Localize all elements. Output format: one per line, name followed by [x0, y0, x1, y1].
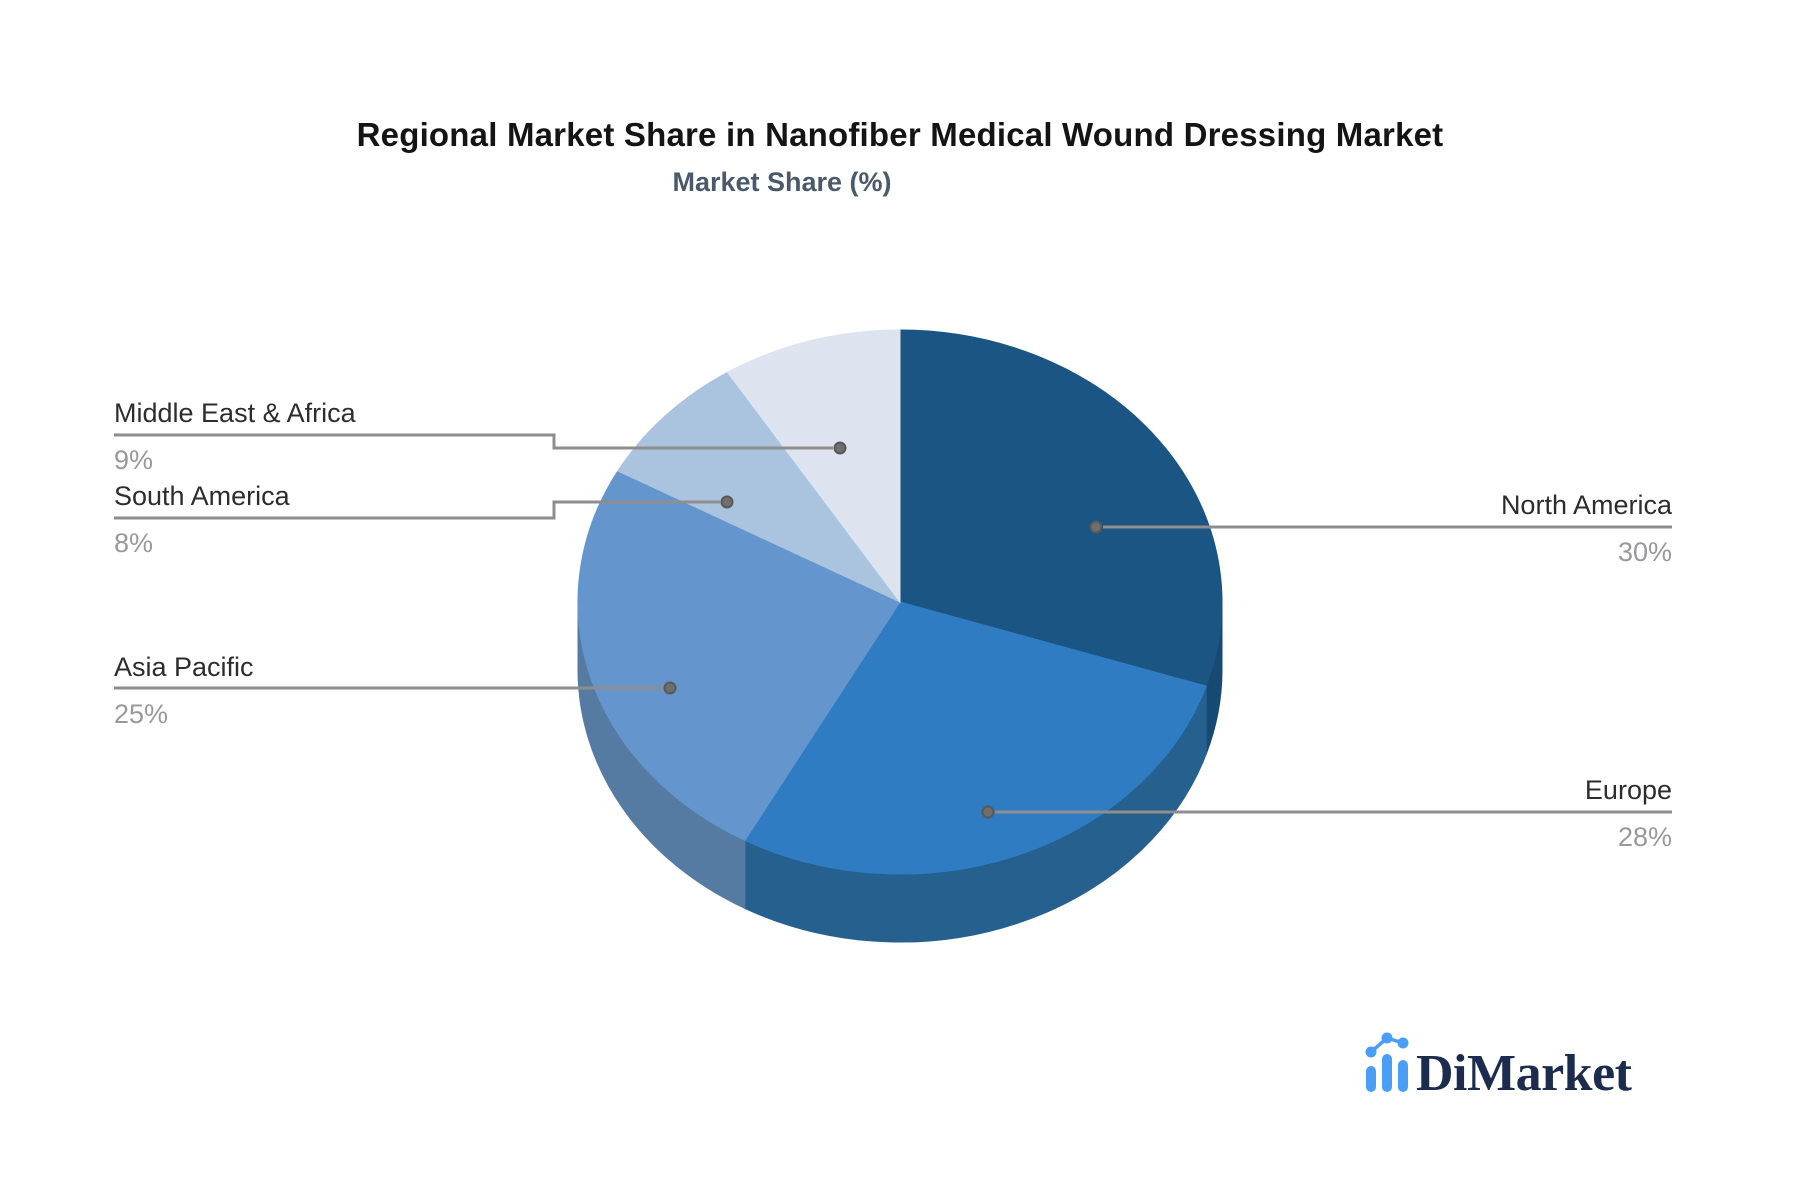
value-europe: 28%: [1617, 822, 1672, 852]
bar-chart-trend-icon: [1365, 1032, 1409, 1092]
chart-title: Regional Market Share in Nanofiber Medic…: [356, 116, 1444, 153]
leader-dot-south-america: [720, 495, 734, 509]
leader-dot-europe: [981, 805, 995, 819]
pie-slice-south-america[interactable]: [617, 371, 901, 603]
pie-slice-europe[interactable]: [744, 601, 1207, 875]
leader-dot-asia-pacific: [663, 681, 677, 695]
pie-slice-north-america[interactable]: [899, 329, 1223, 687]
label-north-america: North America: [1500, 490, 1672, 520]
label-europe: Europe: [1584, 775, 1672, 805]
label-south-america: South America: [114, 481, 290, 511]
chart-subtitle: Market Share (%): [672, 167, 892, 197]
pie-slice-asia-pacific[interactable]: [577, 470, 901, 842]
leader-dot-north-america: [1089, 520, 1103, 534]
value-north-america: 30%: [1617, 537, 1672, 567]
brand-logo: DiMarket: [1360, 1026, 1690, 1106]
leader-line-middle-east-africa: [114, 433, 833, 450]
value-asia-pacific: 25%: [114, 699, 169, 729]
value-middle-east-africa: 9%: [114, 445, 154, 475]
label-middle-east-africa: Middle East & Africa: [114, 398, 356, 428]
leader-dot-middle-east-africa: [833, 441, 847, 455]
value-south-america: 8%: [114, 528, 154, 558]
brand-logo-text: DiMarket: [1416, 1045, 1632, 1102]
leader-line-south-america: [114, 500, 720, 520]
label-asia-pacific: Asia Pacific: [114, 652, 254, 682]
pie-slice-middle-east-africa[interactable]: [726, 329, 901, 604]
